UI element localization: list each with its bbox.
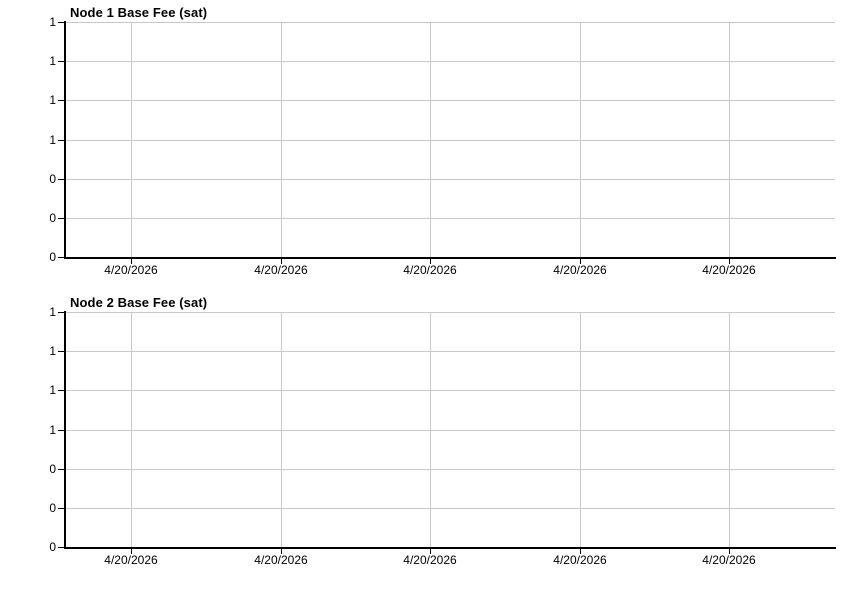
y-axis-tick-label: 1 bbox=[10, 384, 56, 396]
y-axis-tick-label-text: 0 bbox=[49, 211, 56, 225]
x-axis-tick bbox=[131, 259, 132, 264]
gridline-vertical bbox=[131, 312, 132, 548]
x-axis-tick-label: 4/20/2026 bbox=[403, 263, 457, 277]
gridline-horizontal bbox=[64, 390, 835, 391]
gridline-vertical bbox=[430, 22, 431, 258]
gridline-horizontal bbox=[64, 140, 835, 141]
gridline-vertical bbox=[729, 22, 730, 258]
gridline-horizontal bbox=[64, 100, 835, 101]
y-axis-tick bbox=[58, 100, 64, 101]
y-axis-tick bbox=[58, 140, 64, 141]
x-axis-tick-label: 4/20/2026 bbox=[254, 263, 308, 277]
y-axis-tick bbox=[58, 469, 64, 470]
y-axis-tick-label-text: 0 bbox=[49, 250, 56, 264]
x-axis-tick bbox=[430, 259, 431, 264]
y-axis-tick bbox=[58, 430, 64, 431]
y-axis-tick-label-text: 1 bbox=[49, 344, 56, 358]
y-axis-tick-label: 1 bbox=[10, 94, 56, 106]
plot-area bbox=[64, 22, 835, 258]
y-axis-tick bbox=[58, 257, 64, 258]
gridline-vertical bbox=[580, 22, 581, 258]
y-axis-tick-label-text: 0 bbox=[49, 501, 56, 515]
gridline-vertical bbox=[281, 22, 282, 258]
y-axis-tick-label: 1 bbox=[10, 134, 56, 146]
y-axis-tick-label-text: 0 bbox=[49, 540, 56, 554]
gridline-vertical bbox=[281, 312, 282, 548]
y-axis-tick-label-text: 0 bbox=[49, 462, 56, 476]
chart-title: Node 2 Base Fee (sat) bbox=[70, 295, 208, 310]
x-axis-line bbox=[64, 257, 836, 259]
y-axis-tick-label-text: 1 bbox=[49, 383, 56, 397]
x-axis-line bbox=[64, 547, 836, 549]
x-axis-tick bbox=[729, 259, 730, 264]
y-axis-tick bbox=[58, 547, 64, 548]
gridline-vertical bbox=[580, 312, 581, 548]
chart-panel-node-1: Node 1 Base Fee (sat) 1 1 1 1 0 0 0 4/20/2026 4/… bbox=[0, 0, 860, 290]
y-axis-tick-label-text: 1 bbox=[49, 133, 56, 147]
y-axis-tick bbox=[58, 508, 64, 509]
x-axis-tick bbox=[131, 549, 132, 554]
y-axis-tick-label-text: 1 bbox=[49, 54, 56, 68]
x-axis-tick bbox=[281, 549, 282, 554]
x-axis-tick bbox=[580, 549, 581, 554]
gridline-vertical bbox=[131, 22, 132, 258]
y-axis-tick bbox=[58, 61, 64, 62]
y-axis-tick-label: 1 bbox=[10, 16, 56, 28]
y-axis-tick-label-text: 0 bbox=[49, 172, 56, 186]
y-axis-tick bbox=[58, 22, 64, 23]
y-axis-line bbox=[64, 21, 66, 259]
gridline-horizontal bbox=[64, 179, 835, 180]
gridline-horizontal bbox=[64, 312, 835, 313]
x-axis-tick-label: 4/20/2026 bbox=[104, 263, 158, 277]
y-axis-tick-label: 0 bbox=[10, 251, 56, 263]
x-axis-tick-label: 4/20/2026 bbox=[254, 553, 308, 567]
y-axis-tick-label-text: 1 bbox=[49, 423, 56, 437]
x-axis-tick-label: 4/20/2026 bbox=[104, 553, 158, 567]
gridline-vertical bbox=[430, 312, 431, 548]
gridline-horizontal bbox=[64, 351, 835, 352]
y-axis-tick-label-text: 1 bbox=[49, 15, 56, 29]
x-axis-tick bbox=[281, 259, 282, 264]
y-axis-tick-label: 1 bbox=[10, 424, 56, 436]
x-axis-tick-label: 4/20/2026 bbox=[553, 553, 607, 567]
gridline-horizontal bbox=[64, 430, 835, 431]
x-axis-tick-label: 4/20/2026 bbox=[702, 263, 756, 277]
y-axis-tick bbox=[58, 218, 64, 219]
y-axis-tick-label: 1 bbox=[10, 55, 56, 67]
gridline-horizontal bbox=[64, 469, 835, 470]
chart-panel-node-2: Node 2 Base Fee (sat) 1 1 1 1 0 0 0 4/20/2026 4/… bbox=[0, 290, 860, 580]
gridline-horizontal bbox=[64, 61, 835, 62]
x-axis-tick-label: 4/20/2026 bbox=[403, 553, 457, 567]
y-axis-tick-label: 1 bbox=[10, 306, 56, 318]
x-axis-tick bbox=[580, 259, 581, 264]
y-axis-tick-label-text: 1 bbox=[49, 305, 56, 319]
gridline-horizontal bbox=[64, 508, 835, 509]
y-axis-tick-label: 0 bbox=[10, 463, 56, 475]
y-axis-line bbox=[64, 311, 66, 549]
y-axis-tick-label: 0 bbox=[10, 502, 56, 514]
x-axis-tick-label: 4/20/2026 bbox=[553, 263, 607, 277]
x-axis-tick bbox=[729, 549, 730, 554]
chart-title: Node 1 Base Fee (sat) bbox=[70, 5, 208, 20]
x-axis-tick bbox=[430, 549, 431, 554]
gridline-horizontal bbox=[64, 22, 835, 23]
y-axis-tick-label: 1 bbox=[10, 345, 56, 357]
gridline-horizontal bbox=[64, 218, 835, 219]
y-axis-tick-label: 0 bbox=[10, 541, 56, 553]
y-axis-tick-label: 0 bbox=[10, 212, 56, 224]
y-axis-tick-label: 0 bbox=[10, 173, 56, 185]
y-axis-tick-label-text: 1 bbox=[49, 93, 56, 107]
y-axis-tick bbox=[58, 390, 64, 391]
y-axis-tick bbox=[58, 179, 64, 180]
y-axis-tick bbox=[58, 312, 64, 313]
x-axis-tick-label: 4/20/2026 bbox=[702, 553, 756, 567]
plot-area bbox=[64, 312, 835, 548]
gridline-vertical bbox=[729, 312, 730, 548]
y-axis-tick bbox=[58, 351, 64, 352]
